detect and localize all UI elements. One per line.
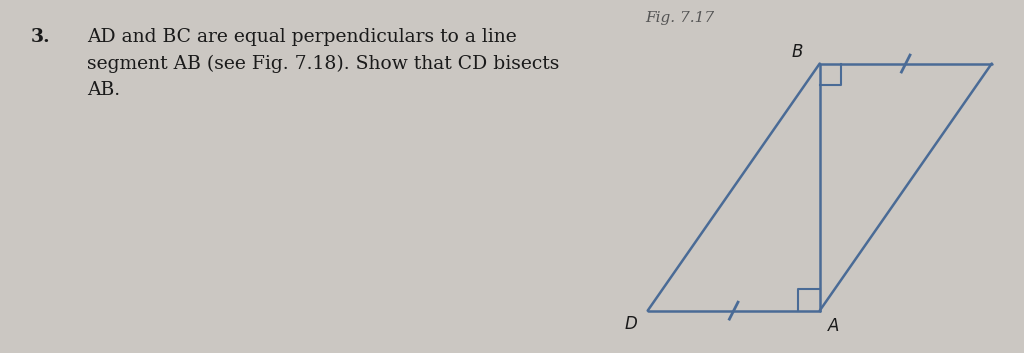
Text: A: A (828, 317, 840, 335)
Text: AD and BC are equal perpendiculars to a line
segment AB (see Fig. 7.18). Show th: AD and BC are equal perpendiculars to a … (87, 28, 559, 100)
Text: Fig. 7.17: Fig. 7.17 (645, 11, 715, 25)
Text: 3.: 3. (31, 28, 50, 46)
Text: D: D (625, 315, 637, 333)
Text: B: B (792, 43, 803, 61)
